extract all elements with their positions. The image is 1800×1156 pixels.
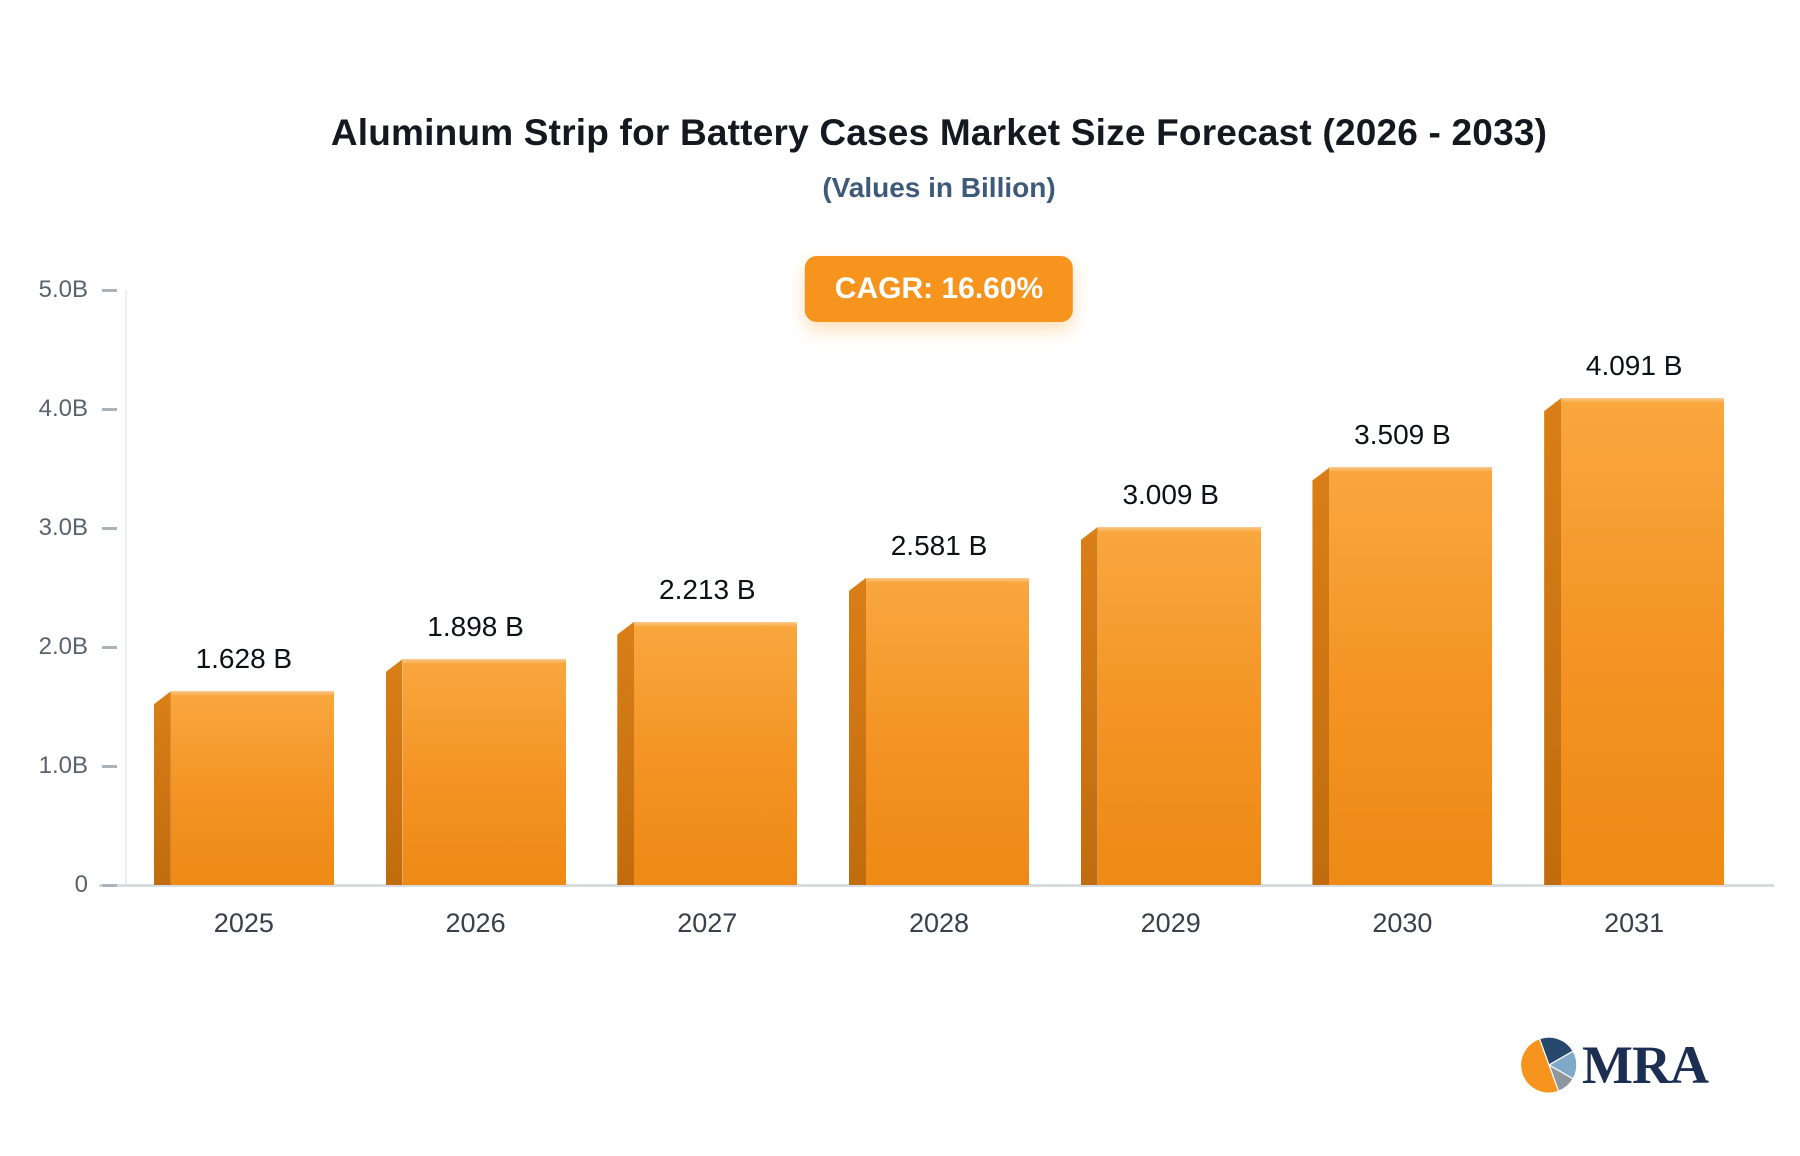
x-axis-label-2029: 2029	[1140, 908, 1201, 938]
bar-2026	[385, 659, 566, 885]
logo-text: MRA	[1582, 1035, 1709, 1095]
bar-2028	[849, 577, 1029, 885]
x-axis-label-2028: 2028	[908, 908, 970, 938]
bar-face	[634, 621, 798, 885]
x-axis-label-2031: 2031	[1604, 908, 1665, 938]
x-axis-label-2025: 2025	[213, 908, 274, 938]
y-axis-tick	[102, 765, 117, 768]
bar-2029	[1080, 526, 1261, 885]
bar-value-label: 3.509 B	[1354, 419, 1451, 451]
bar-face	[1097, 526, 1261, 885]
bar-2030	[1312, 467, 1493, 885]
y-axis-label: 1.0B	[38, 752, 88, 779]
logo-pie-icon	[1520, 1036, 1578, 1094]
logo: MRA	[1520, 1035, 1709, 1095]
bar-top-highlight	[1561, 398, 1725, 404]
bar-value-label: 2.213 B	[659, 573, 756, 605]
y-axis-line	[125, 290, 127, 885]
cagr-badge: CAGR: 16.60%	[804, 256, 1074, 322]
x-axis-label-2030: 2030	[1372, 908, 1433, 938]
y-axis-label: 4.0B	[38, 395, 88, 422]
bar-value-label: 1.628 B	[195, 643, 293, 675]
bar-top-highlight	[170, 691, 334, 697]
chart-subtitle: (Values in Billion)	[822, 172, 1056, 203]
bar-value-label: 2.581 B	[890, 529, 988, 561]
bar-face	[170, 691, 334, 885]
bar-side-shade	[153, 691, 171, 885]
y-axis-label: 3.0B	[38, 514, 88, 541]
x-axis-label-2027: 2027	[677, 908, 738, 938]
y-axis-tick	[102, 289, 117, 292]
x-axis-label-2026: 2026	[445, 908, 506, 938]
bar-face	[1329, 467, 1493, 885]
bar-2031	[1544, 398, 1725, 885]
y-axis-label: 2.0B	[38, 633, 88, 660]
bar-top-highlight	[1097, 526, 1261, 532]
y-axis-tick	[102, 884, 117, 887]
bar-top-highlight	[634, 621, 798, 627]
bar-side-shade	[1544, 398, 1562, 885]
bar-value-label: 4.091 B	[1585, 350, 1683, 382]
bar-face	[402, 659, 566, 885]
y-axis-tick	[102, 408, 117, 411]
bar-face	[1561, 398, 1725, 885]
bar-side-shade	[617, 621, 635, 885]
bar-side-shade	[385, 659, 403, 885]
bar-top-highlight	[1329, 467, 1493, 473]
bar-2027	[617, 621, 798, 885]
chart-title: Aluminum Strip for Battery Cases Market …	[330, 112, 1548, 153]
bar-side-shade	[1080, 526, 1098, 885]
bar-2025	[153, 691, 334, 885]
y-axis-label: 0	[74, 871, 88, 898]
bar-face	[866, 577, 1029, 885]
x-axis-line	[99, 884, 1774, 887]
bar-top-highlight	[402, 659, 566, 665]
bar-value-label: 3.009 B	[1122, 478, 1219, 510]
y-axis-tick	[102, 646, 117, 649]
bar-value-label: 1.898 B	[427, 611, 524, 643]
y-axis-label: 5.0B	[38, 276, 88, 303]
bar-top-highlight	[866, 577, 1029, 583]
bar-side-shade	[1312, 467, 1330, 885]
bar-side-shade	[849, 577, 866, 885]
y-axis-tick	[102, 527, 117, 530]
